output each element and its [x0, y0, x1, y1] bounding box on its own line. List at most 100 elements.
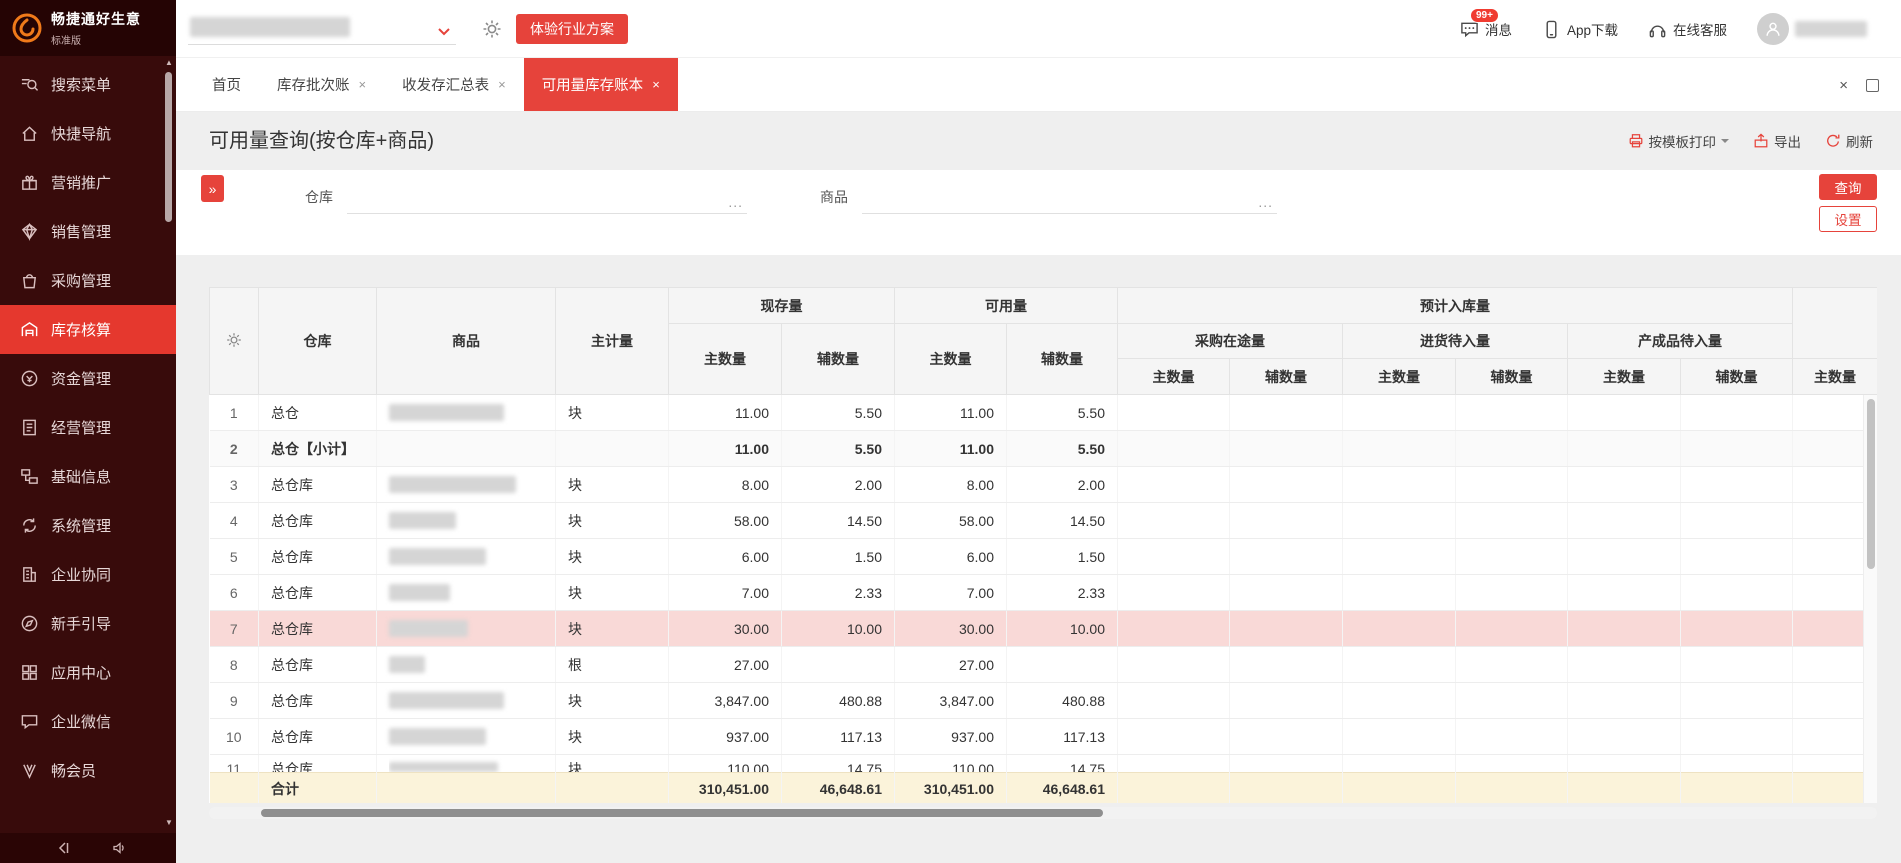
column-settings-icon[interactable] — [209, 287, 259, 395]
table-row[interactable]: 1 总仓 块 11.00 5.50 11.00 5.50 — [209, 394, 1877, 431]
warehouse-picker-dots[interactable]: ... — [728, 194, 743, 210]
close-tab-icon[interactable]: × — [498, 77, 506, 92]
tab-in-out-summary[interactable]: 收发存汇总表 × — [384, 58, 524, 111]
table-row[interactable]: 3 总仓库 块 8.00 2.00 8.00 2.00 — [209, 466, 1877, 503]
table-header: 仓库 商品 主计量 现存量 可用量 预计入库量 主数量 辅数量 主数量 辅数量 … — [209, 287, 1877, 395]
sidebar-scrollbar[interactable]: ▲ ▼ — [163, 58, 175, 827]
sidebar-item-base-info[interactable]: 基础信息 — [0, 452, 176, 501]
bag-icon — [20, 271, 39, 290]
horizontal-scrollbar[interactable] — [209, 807, 1877, 819]
vertical-scrollbar[interactable] — [1863, 395, 1877, 803]
scroll-down-icon[interactable]: ▼ — [165, 818, 173, 827]
col-aux-qty: 辅数量 — [1006, 323, 1118, 395]
home-icon — [20, 124, 39, 143]
table-row[interactable]: 9 总仓库 块 3,847.00 480.88 3,847.00 480.88 — [209, 682, 1877, 719]
sidebar-item-label: 企业微信 — [51, 714, 112, 731]
messages-button[interactable]: 99+ 消息 — [1460, 8, 1512, 39]
warehouse-filter-label: 仓库 — [305, 189, 333, 205]
col-aux-qty: 辅数量 — [1679, 358, 1794, 395]
redacted-product — [389, 656, 425, 674]
title-actions: 按模板打印 导出 刷新 — [1628, 112, 1873, 170]
table-row[interactable]: 4 总仓库 块 58.00 14.50 58.00 14.50 — [209, 502, 1877, 539]
total-available-main: 310,451.00 — [894, 772, 1007, 803]
sidebar-footer — [0, 833, 176, 863]
group-clipped — [1792, 287, 1877, 359]
sidebar-item-app-center[interactable]: 应用中心 — [0, 648, 176, 697]
selected-table-row[interactable]: 7 总仓库 块 30.00 10.00 30.00 10.00 — [209, 610, 1877, 647]
organization-select[interactable] — [188, 15, 456, 45]
tab-actions: × — [1839, 58, 1879, 112]
warehouse-cell: 总仓库 — [258, 538, 377, 575]
sidebar-item-inventory[interactable]: 库存核算 — [0, 305, 176, 354]
sidebar-item-sales[interactable]: 销售管理 — [0, 207, 176, 256]
tab-list-icon[interactable] — [1866, 78, 1879, 92]
refresh-button[interactable]: 刷新 — [1825, 131, 1873, 151]
warehouse-cell: 总仓【小计】 — [258, 430, 377, 467]
sidebar-item-label: 快捷导航 — [51, 126, 112, 143]
print-by-template-button[interactable]: 按模板打印 — [1628, 131, 1729, 151]
horizontal-scrollbar-thumb[interactable] — [261, 809, 1103, 817]
expand-filters-button[interactable]: » — [201, 175, 224, 202]
unit-cell: 块 — [555, 754, 669, 773]
online-support-button[interactable]: 在线客服 — [1648, 19, 1727, 39]
refresh-label: 刷新 — [1846, 135, 1873, 150]
table-row[interactable]: 8 总仓库 根 27.00 27.00 — [209, 646, 1877, 683]
warehouse-filter-input[interactable]: ... — [347, 184, 747, 214]
tab-home[interactable]: 首页 — [194, 58, 259, 111]
sidebar-scrollbar-thumb[interactable] — [165, 72, 172, 222]
redacted-user-name — [1795, 21, 1867, 37]
table-row[interactable]: 10 总仓库 块 937.00 117.13 937.00 117.13 — [209, 718, 1877, 755]
sidebar-item-system[interactable]: 系统管理 — [0, 501, 176, 550]
experience-plan-button[interactable]: 体验行业方案 — [516, 14, 628, 44]
product-cell — [376, 682, 556, 719]
printer-icon — [1628, 133, 1644, 149]
sidebar-item-purchase[interactable]: 采购管理 — [0, 256, 176, 305]
close-tab-icon[interactable]: × — [358, 77, 367, 92]
app-download-button[interactable]: App下载 — [1542, 19, 1618, 39]
query-button[interactable]: 查询 — [1819, 174, 1877, 200]
brand-title: 畅捷通好生意 — [51, 11, 141, 27]
sidebar-item-search[interactable]: 搜索菜单 — [0, 60, 176, 109]
speaker-icon[interactable] — [112, 841, 126, 855]
results-table: 仓库 商品 主计量 现存量 可用量 预计入库量 主数量 辅数量 主数量 辅数量 … — [209, 287, 1877, 803]
subtotal-row[interactable]: 2 总仓【小计】 11.00 5.50 11.00 5.50 — [209, 430, 1877, 467]
product-picker-dots[interactable]: ... — [1258, 194, 1273, 210]
collapse-sidebar-icon[interactable] — [56, 841, 70, 855]
redacted-product — [389, 728, 486, 746]
close-tab-icon[interactable]: × — [652, 77, 660, 92]
total-available-aux: 46,648.61 — [1006, 772, 1118, 803]
unit-cell: 块 — [555, 502, 669, 539]
export-label: 导出 — [1774, 135, 1801, 150]
user-account[interactable] — [1757, 13, 1867, 45]
building-icon — [20, 565, 39, 584]
sidebar-item-collaboration[interactable]: 企业协同 — [0, 550, 176, 599]
sidebar-item-label: 系统管理 — [51, 518, 112, 535]
sidebar-item-wechat[interactable]: 企业微信 — [0, 697, 176, 746]
scroll-up-icon[interactable]: ▲ — [165, 58, 173, 67]
sidebar-item-member[interactable]: 畅会员 — [0, 746, 176, 795]
sidebar-item-funds[interactable]: 资金管理 — [0, 354, 176, 403]
sidebar-item-label: 经营管理 — [51, 420, 112, 437]
tab-batch-ledger[interactable]: 库存批次账 × — [259, 58, 384, 111]
product-filter-input[interactable]: ... — [862, 184, 1277, 214]
warehouse-cell: 总仓库 — [258, 466, 377, 503]
table-row[interactable]: 6 总仓库 块 7.00 2.33 7.00 2.33 — [209, 574, 1877, 611]
col-aux-qty: 辅数量 — [1455, 358, 1568, 395]
filter-bar: » 仓库 ... 商品 ... 查询 设置 — [176, 170, 1901, 255]
gear-icon[interactable] — [482, 19, 502, 39]
sidebar-item-quick-nav[interactable]: 快捷导航 — [0, 109, 176, 158]
vertical-scrollbar-thumb[interactable] — [1867, 399, 1875, 569]
redacted-product — [389, 584, 450, 602]
settings-button[interactable]: 设置 — [1819, 206, 1877, 232]
sidebar-item-business[interactable]: 经营管理 — [0, 403, 176, 452]
warehouse-filter-field: 仓库 ... — [305, 184, 747, 214]
grid-icon — [20, 663, 39, 682]
clipped-table-row[interactable]: 11 总仓库 块 110.00 14.75 110.00 14.75 — [209, 754, 1877, 773]
sidebar-menu: 搜索菜单 快捷导航 营销推广 销售管理 采购管理 库存核算 — [0, 56, 176, 795]
tab-available-ledger[interactable]: 可用量库存账本 × — [523, 58, 678, 111]
close-all-tabs-icon[interactable]: × — [1839, 76, 1848, 94]
sidebar-item-guide[interactable]: 新手引导 — [0, 599, 176, 648]
table-row[interactable]: 5 总仓库 块 6.00 1.50 6.00 1.50 — [209, 538, 1877, 575]
sidebar-item-marketing[interactable]: 营销推广 — [0, 158, 176, 207]
export-button[interactable]: 导出 — [1753, 131, 1801, 151]
